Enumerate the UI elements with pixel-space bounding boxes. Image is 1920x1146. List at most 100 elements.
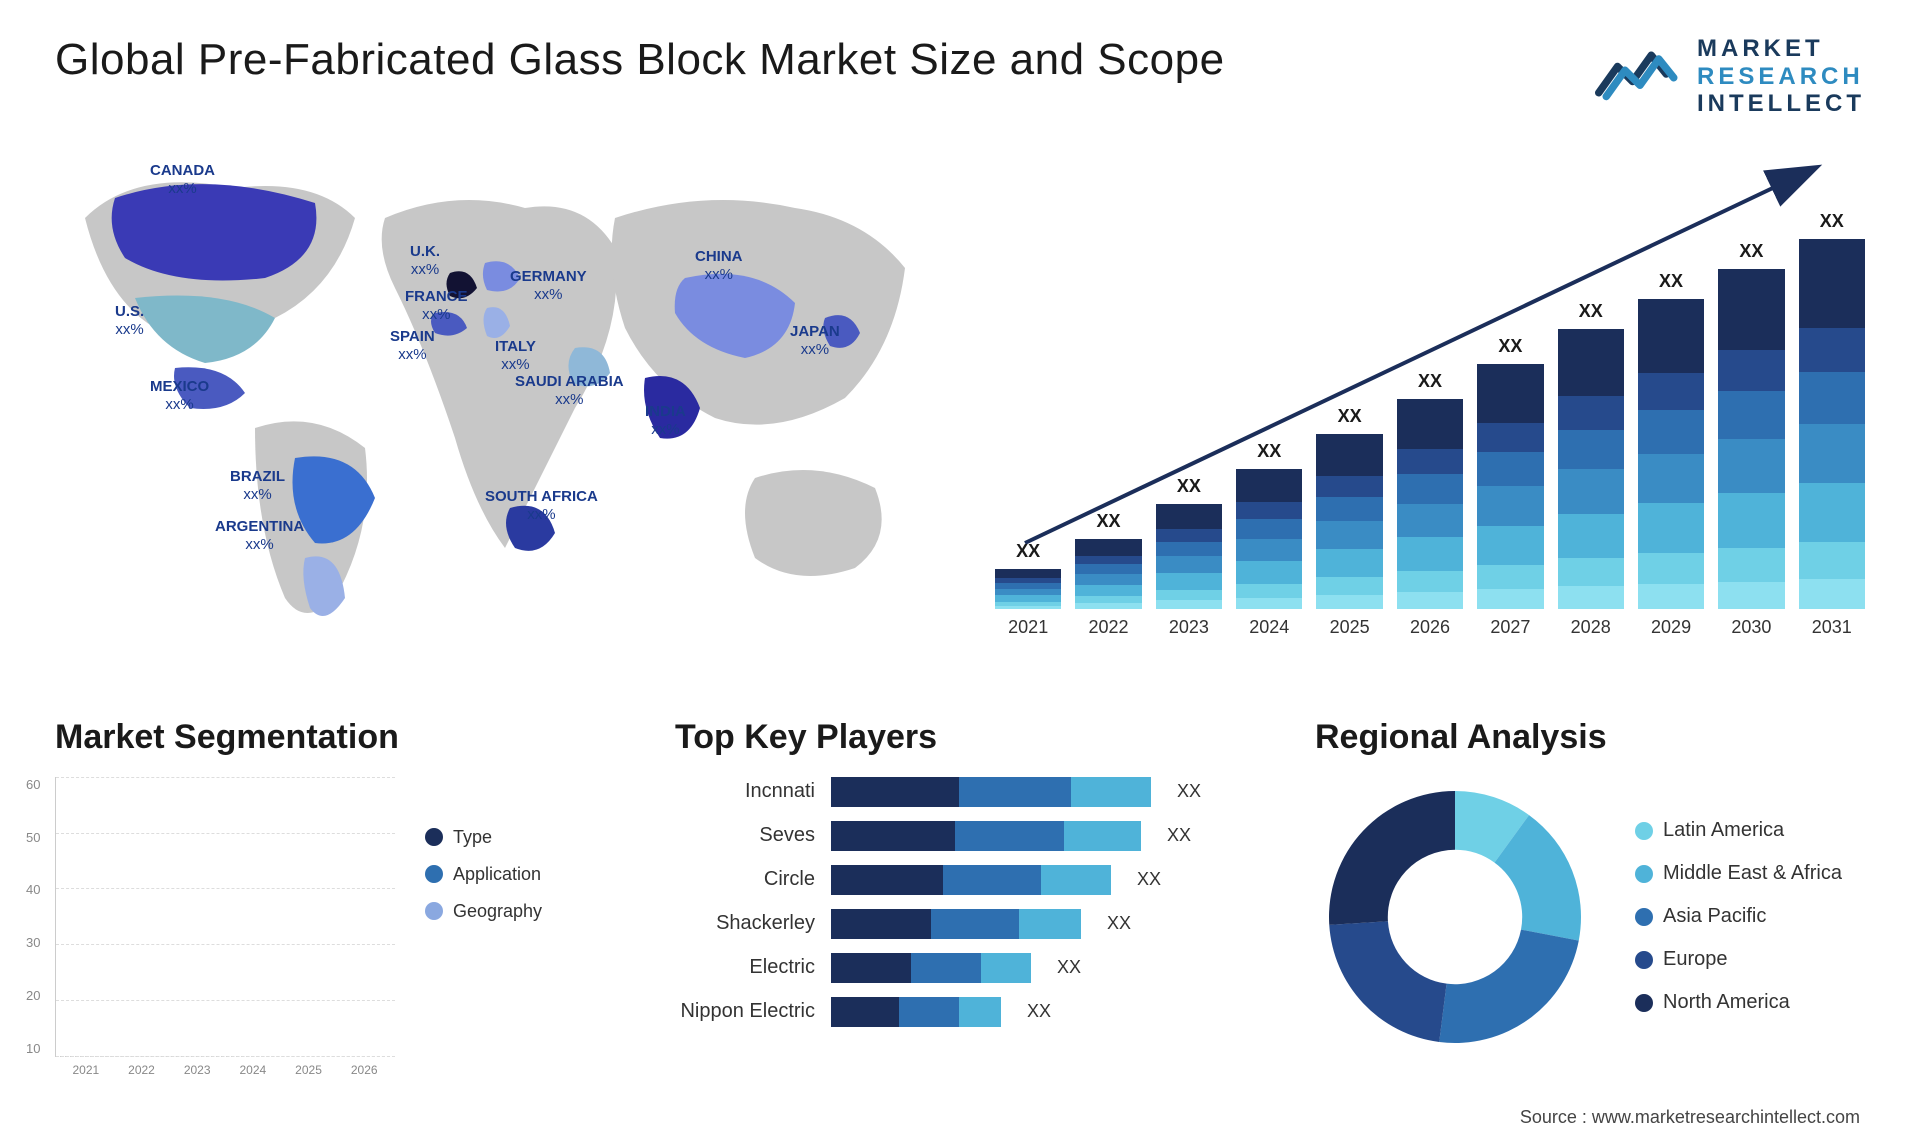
- donut-slice: [1329, 791, 1455, 925]
- legend-item: Geography: [425, 901, 542, 922]
- player-name: Electric: [675, 956, 815, 979]
- map-label: SOUTH AFRICAxx%: [485, 488, 598, 524]
- growth-bar-value: XX: [1156, 476, 1222, 497]
- seg-y-tick: 40: [26, 882, 40, 897]
- logo-mark-icon: [1595, 44, 1685, 109]
- growth-bar-value: XX: [1477, 336, 1543, 357]
- legend-swatch-icon: [425, 902, 443, 920]
- growth-bar: XX2030: [1718, 269, 1784, 638]
- map-label: FRANCExx%: [405, 288, 468, 324]
- seg-x-label: 2023: [174, 1063, 220, 1077]
- growth-bar: XX2021: [995, 569, 1061, 638]
- legend-swatch-icon: [425, 828, 443, 846]
- map-label: SPAINxx%: [390, 328, 435, 364]
- player-bar: [831, 865, 1111, 895]
- growth-bar: XX2031: [1799, 239, 1865, 638]
- growth-bar-value: XX: [1236, 441, 1302, 462]
- player-name: Nippon Electric: [675, 1000, 815, 1023]
- player-row: Electric XX: [675, 953, 1255, 983]
- logo-text: MARKET RESEARCH INTELLECT: [1697, 35, 1865, 118]
- source-text: Source : www.marketresearchintellect.com: [1520, 1107, 1860, 1128]
- growth-bar: XX2024: [1236, 469, 1302, 638]
- map-label: GERMANYxx%: [510, 268, 587, 304]
- growth-bar: XX2025: [1316, 434, 1382, 638]
- growth-x-label: 2026: [1410, 617, 1450, 638]
- player-bar: [831, 909, 1081, 939]
- legend-item: Europe: [1635, 948, 1842, 971]
- player-bar: [831, 777, 1151, 807]
- player-bar: [831, 997, 1001, 1027]
- player-row: CircleXX: [675, 865, 1255, 895]
- seg-y-tick: 50: [26, 830, 40, 845]
- player-name: Shackerley: [675, 912, 815, 935]
- growth-bar: XX2028: [1558, 329, 1624, 638]
- growth-bar: XX2029: [1638, 299, 1704, 638]
- growth-x-label: 2029: [1651, 617, 1691, 638]
- legend-swatch-icon: [1635, 865, 1653, 883]
- legend-label: Middle East & Africa: [1663, 862, 1842, 885]
- logo-line-1: MARKET: [1697, 35, 1865, 63]
- players-title: Top Key Players: [675, 718, 1255, 757]
- legend-swatch-icon: [1635, 951, 1653, 969]
- seg-y-tick: 60: [26, 777, 40, 792]
- legend-label: Asia Pacific: [1663, 905, 1766, 928]
- player-bar: [831, 953, 1031, 983]
- growth-bar-value: XX: [995, 541, 1061, 562]
- regional-legend: Latin America Middle East & Africa Asia Pa…: [1635, 819, 1842, 1014]
- player-bar: [831, 821, 1141, 851]
- growth-bar-value: XX: [1075, 511, 1141, 532]
- seg-y-tick: 30: [26, 935, 40, 950]
- page-title: Global Pre-Fabricated Glass Block Market…: [55, 35, 1225, 85]
- growth-x-label: 2030: [1731, 617, 1771, 638]
- growth-bar-value: XX: [1316, 406, 1382, 427]
- player-name: Seves: [675, 824, 815, 847]
- growth-bar-value: XX: [1718, 241, 1784, 262]
- seg-x-label: 2024: [230, 1063, 276, 1077]
- map-label: JAPANxx%: [790, 323, 840, 359]
- legend-item: Application: [425, 864, 542, 885]
- players-section: Top Key Players Incnnati XX SevesXX CircleX…: [675, 718, 1255, 1077]
- player-row: SevesXX: [675, 821, 1255, 851]
- top-row: CANADAxx%U.S.xx%MEXICOxx%BRAZILxx%ARGENT…: [55, 148, 1865, 668]
- growth-x-label: 2022: [1089, 617, 1129, 638]
- legend-item: Asia Pacific: [1635, 905, 1842, 928]
- growth-x-label: 2025: [1330, 617, 1370, 638]
- growth-bar-value: XX: [1397, 371, 1463, 392]
- player-name: Circle: [675, 868, 815, 891]
- legend-label: Type: [453, 827, 492, 848]
- legend-swatch-icon: [1635, 822, 1653, 840]
- donut-slice: [1439, 929, 1579, 1042]
- player-value: XX: [1057, 957, 1081, 978]
- growth-x-label: 2024: [1249, 617, 1289, 638]
- growth-x-label: 2028: [1571, 617, 1611, 638]
- growth-x-label: 2031: [1812, 617, 1852, 638]
- growth-x-label: 2023: [1169, 617, 1209, 638]
- player-row: ShackerleyXX: [675, 909, 1255, 939]
- map-label: ITALYxx%: [495, 338, 536, 374]
- legend-item: Type: [425, 827, 542, 848]
- player-name: Incnnati: [675, 780, 815, 803]
- seg-x-label: 2022: [119, 1063, 165, 1077]
- map-label: U.K.xx%: [410, 243, 440, 279]
- map-label: CANADAxx%: [150, 162, 215, 198]
- map-label: U.S.xx%: [115, 303, 144, 339]
- growth-bar-value: XX: [1638, 271, 1704, 292]
- legend-label: North America: [1663, 991, 1790, 1014]
- growth-x-label: 2027: [1490, 617, 1530, 638]
- regional-title: Regional Analysis: [1315, 718, 1865, 757]
- legend-label: Application: [453, 864, 541, 885]
- segmentation-chart: 605040302010 202120222023202420252026: [55, 777, 395, 1077]
- growth-x-label: 2021: [1008, 617, 1048, 638]
- legend-label: Latin America: [1663, 819, 1784, 842]
- legend-swatch-icon: [425, 865, 443, 883]
- bottom-row: Market Segmentation 605040302010 2021202…: [55, 718, 1865, 1077]
- map-label: MEXICOxx%: [150, 378, 209, 414]
- donut-slice: [1329, 921, 1446, 1042]
- seg-x-label: 2021: [63, 1063, 109, 1077]
- growth-bar: XX2023: [1156, 504, 1222, 638]
- segmentation-title: Market Segmentation: [55, 718, 615, 757]
- seg-y-tick: 10: [26, 1041, 40, 1056]
- legend-swatch-icon: [1635, 908, 1653, 926]
- map-label: BRAZILxx%: [230, 468, 285, 504]
- legend-label: Geography: [453, 901, 542, 922]
